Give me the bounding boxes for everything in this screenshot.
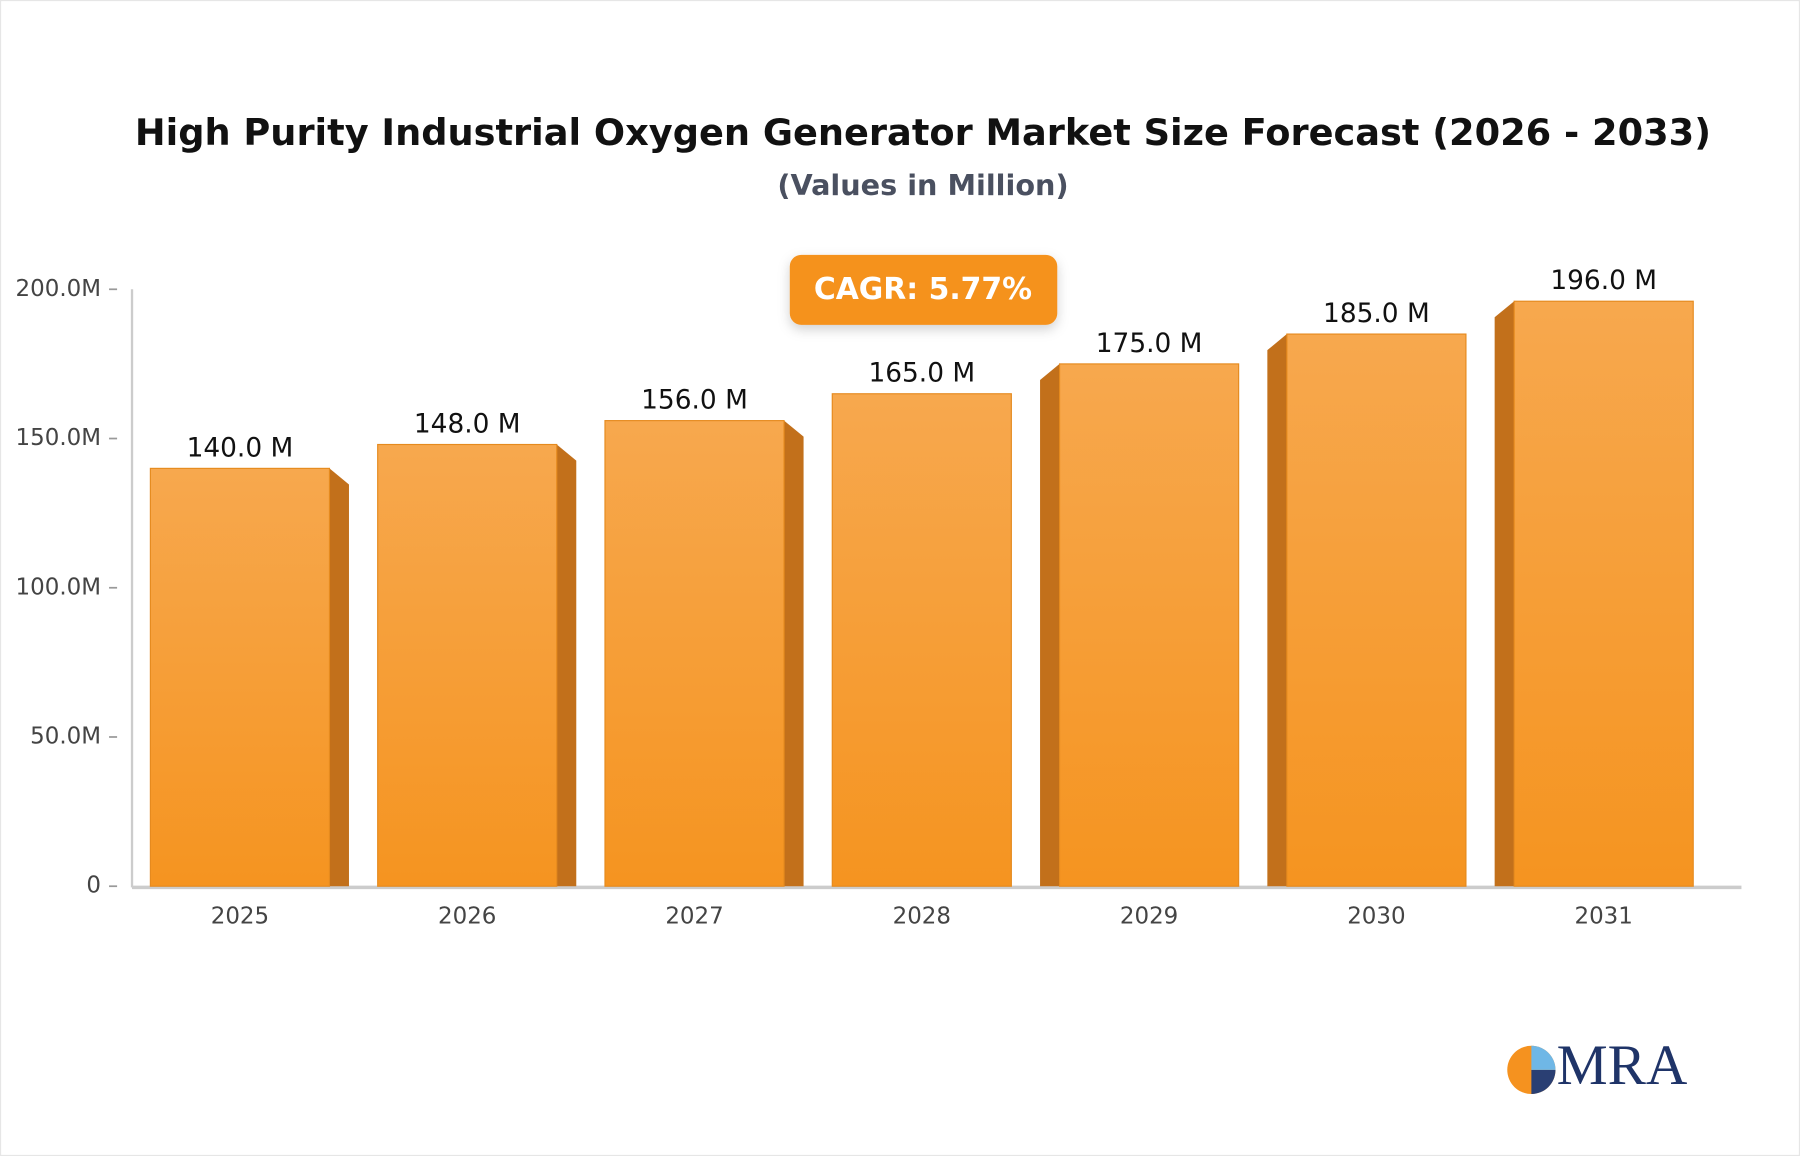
bar bbox=[377, 443, 558, 887]
x-tick-label: 2027 bbox=[665, 904, 723, 930]
y-tick-label: 200.0M bbox=[16, 276, 101, 302]
bar-side bbox=[1494, 301, 1515, 887]
chart-subtitle: (Values in Million) bbox=[777, 168, 1068, 202]
bar bbox=[1286, 333, 1467, 887]
bar-side bbox=[1267, 334, 1287, 887]
chart-title: High Purity Industrial Oxygen Generator … bbox=[135, 111, 1711, 154]
x-tick-label: 2031 bbox=[1575, 904, 1633, 930]
bar bbox=[831, 393, 1012, 887]
value-label: 148.0 M bbox=[414, 408, 521, 439]
bar bbox=[1513, 300, 1694, 887]
cagr-label: CAGR: 5.77% bbox=[814, 272, 1032, 307]
x-tick-label: 2029 bbox=[1120, 904, 1178, 930]
bar-side bbox=[1040, 363, 1060, 887]
y-tick-label: 100.0M bbox=[16, 574, 101, 600]
bar-side bbox=[556, 444, 577, 887]
bar bbox=[1058, 363, 1240, 887]
y-tick-label: 50.0M bbox=[30, 723, 101, 749]
bar-side bbox=[329, 468, 349, 887]
bar bbox=[604, 420, 785, 887]
value-label: 156.0 M bbox=[641, 385, 748, 416]
x-tick-label: 2026 bbox=[438, 904, 496, 930]
logo: MRA bbox=[1507, 1034, 1688, 1097]
logo-text: MRA bbox=[1557, 1034, 1688, 1097]
x-tick-label: 2028 bbox=[893, 904, 951, 930]
logo-icon-part bbox=[1531, 1045, 1556, 1070]
y-tick-label: 150.0M bbox=[16, 425, 101, 451]
x-tick-label: 2025 bbox=[211, 904, 269, 930]
logo-icon-part bbox=[1531, 1069, 1556, 1095]
value-label: 165.0 M bbox=[868, 358, 975, 389]
bar-side bbox=[784, 420, 804, 887]
value-label: 185.0 M bbox=[1323, 298, 1430, 329]
value-label: 196.0 M bbox=[1550, 265, 1657, 296]
bar bbox=[149, 467, 331, 887]
x-tick-label: 2030 bbox=[1347, 904, 1405, 930]
value-label: 140.0 M bbox=[187, 432, 294, 463]
y-tick-label: 0 bbox=[86, 873, 101, 899]
cagr-badge bbox=[789, 254, 1058, 325]
value-label: 175.0 M bbox=[1096, 328, 1203, 359]
